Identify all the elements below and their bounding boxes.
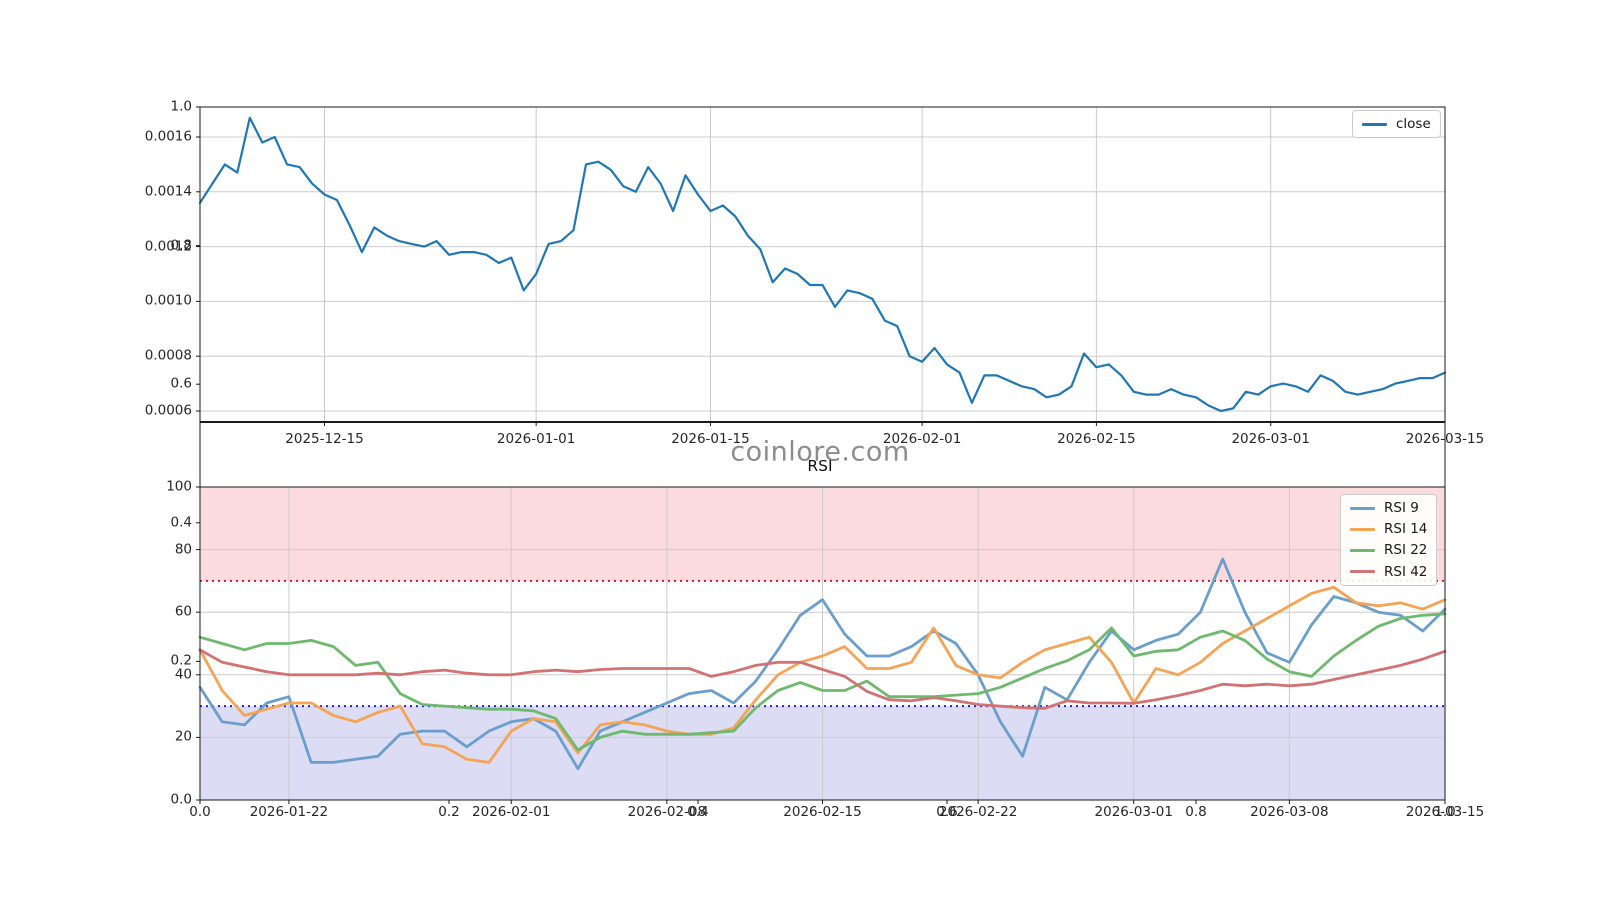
overlay-x-tick-label: 0.6: [936, 804, 958, 820]
legend-item-rsi9: RSI 9: [1350, 500, 1427, 516]
rsi-chart-title: RSI: [807, 457, 833, 475]
price-x-tick-label: 2026-02-15: [1057, 431, 1136, 447]
legend-item-rsi22: RSI 22: [1350, 542, 1427, 558]
rsi9-line: [198, 557, 1447, 771]
legend-label-rsi9: RSI 9: [1384, 500, 1419, 516]
rsi9-line-swatch: [1350, 506, 1375, 510]
price-x-tick-label: 2026-03-15: [1405, 431, 1485, 447]
rsi-y-tick-label: 20: [174, 728, 192, 745]
legend-item-rsi14: RSI 14: [1350, 521, 1427, 537]
rsi-y-tick-label: 100: [166, 478, 192, 495]
price-axes-frame: [199, 106, 1446, 423]
price-y-tick-label: 0.0016: [144, 128, 192, 145]
price-y-tick-label: 0.0006: [144, 402, 192, 419]
price-y-tick-label: 0.0014: [144, 183, 192, 200]
overlay-x-tick-label: 0.4: [687, 804, 709, 820]
price-y-tick-label: 0.0012: [144, 237, 192, 254]
rsi-legend: RSI 9 RSI 14 RSI 22 RSI 42: [1340, 494, 1438, 586]
overlay-x-tick-label: 0.0: [189, 804, 211, 820]
overlay-y-tick-label: 0.2: [170, 652, 192, 669]
rsi14-line: [198, 585, 1447, 764]
rsi-y-tick-label: 60: [174, 603, 192, 620]
rsi-x-tick-label: 2026-02-01: [472, 804, 551, 820]
close-line: [198, 116, 1447, 413]
rsi14-line-swatch: [1350, 527, 1375, 531]
rsi42-line-swatch: [1350, 570, 1375, 574]
legend-label-rsi22: RSI 22: [1384, 542, 1428, 559]
price-x-tick-label: 2026-03-01: [1231, 431, 1310, 447]
overlay-y-tick-label: 1.0: [170, 98, 192, 115]
rsi22-line-swatch: [1350, 548, 1375, 552]
close-line-swatch: [1362, 122, 1387, 126]
overlay-y-tick-label: 0.0: [170, 791, 192, 808]
rsi-x-tick-label: 2026-03-15: [1405, 804, 1485, 820]
legend-label-rsi14: RSI 14: [1384, 521, 1428, 538]
rsi-x-tick-label: 2026-03-01: [1094, 804, 1173, 820]
watermark: coinlore.com: [730, 436, 910, 468]
rsi-x-tick-label: 2026-02-22: [938, 804, 1018, 820]
overlay-y-tick-label: 0.4: [170, 514, 192, 531]
rsi-y-tick-label: 40: [174, 666, 192, 683]
legend-item-close: close: [1362, 116, 1431, 132]
overlay-y-tick-label: 0.8: [170, 236, 192, 253]
rsi42-line: [198, 648, 1447, 710]
price-x-tick-label: 2025-12-15: [285, 431, 364, 447]
rsi22-line: [198, 612, 1447, 752]
overlay-y-tick-label: 0.6: [170, 375, 192, 392]
rsi-y-tick-label: 80: [174, 540, 192, 557]
price-y-tick-label: 0.0008: [144, 347, 192, 364]
legend-item-rsi42: RSI 42: [1350, 564, 1427, 580]
price-legend: close: [1352, 110, 1441, 139]
legend-label-close: close: [1396, 116, 1431, 132]
legend-label-rsi42: RSI 42: [1384, 563, 1428, 580]
price-y-tick-label: 0.0010: [144, 292, 192, 309]
rsi-x-tick-label: 2026-02-15: [783, 804, 862, 820]
rsi-x-tick-label: 2026-01-22: [249, 804, 329, 820]
rsi-x-tick-label: 2026-02-08: [627, 804, 707, 820]
overlay-x-tick-label: 0.8: [1185, 804, 1207, 820]
price-x-tick-label: 2026-02-01: [882, 431, 962, 447]
overlay-x-tick-label: 0.2: [438, 804, 460, 820]
price-x-tick-label: 2026-01-15: [671, 431, 750, 447]
price-x-tick-label: 2026-01-01: [496, 431, 576, 447]
overlay-x-tick-label: 1.0: [1434, 804, 1456, 820]
rsi-x-tick-label: 2026-03-08: [1250, 804, 1329, 820]
